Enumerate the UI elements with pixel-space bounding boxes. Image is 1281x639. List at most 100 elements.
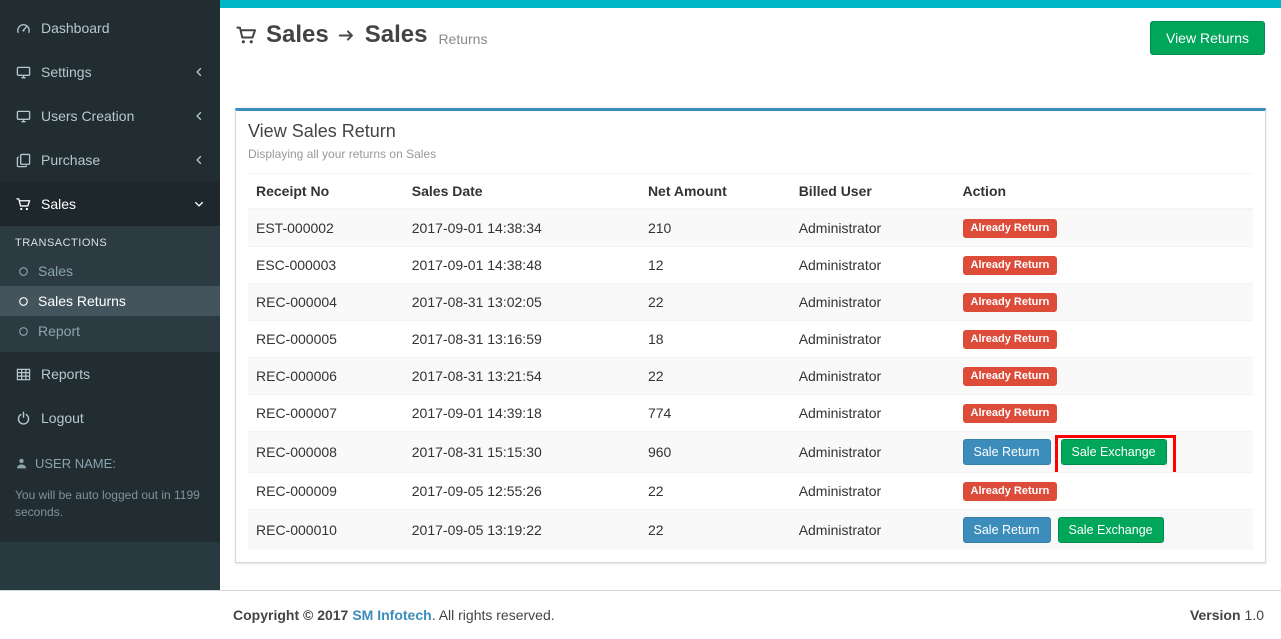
cell-action: Already Return: [954, 394, 1253, 432]
cell-action: Sale Return Sale Exchange: [954, 431, 1253, 473]
column-header-sales-date: Sales Date: [403, 173, 640, 210]
submenu-item-label: Sales Returns: [38, 293, 126, 309]
cell-receipt-no: REC-000007: [248, 394, 404, 432]
already-return-badge: Already Return: [962, 404, 1058, 423]
user-icon: [15, 457, 28, 470]
sale-return-button[interactable]: Sale Return: [962, 439, 1051, 465]
sales-return-card: View Sales Return Displaying all your re…: [235, 108, 1266, 563]
cell-action: Already Return: [954, 283, 1253, 321]
desktop-icon: [15, 65, 31, 80]
submenu-item-sales[interactable]: Sales: [0, 256, 220, 286]
cell-billed-user: Administrator: [790, 394, 955, 432]
sidebar-item-label: Dashboard: [41, 20, 110, 36]
submenu-item-label: Report: [38, 323, 81, 339]
cell-billed-user: Administrator: [790, 283, 955, 321]
cell-action: Already Return: [954, 472, 1253, 510]
cell-receipt-no: REC-000010: [248, 509, 404, 550]
sidebar-item-label: Purchase: [41, 152, 101, 168]
cell-receipt-no: ESC-000003: [248, 246, 404, 284]
table-body: EST-000002 2017-09-01 14:38:34 210 Administ…: [248, 208, 1253, 550]
sale-exchange-button[interactable]: Sale Exchange: [1057, 517, 1164, 543]
table-row: REC-000007 2017-09-01 14:39:18 774 Administ…: [248, 394, 1253, 432]
cell-receipt-no: REC-000009: [248, 472, 404, 510]
sidebar-item-sales[interactable]: Sales: [0, 182, 220, 226]
sidebar-item-settings[interactable]: Settings: [0, 50, 220, 94]
breadcrumb-page: Sales: [364, 21, 428, 48]
submenu-item-report[interactable]: Report: [0, 316, 220, 346]
sale-exchange-button[interactable]: Sale Exchange: [1060, 439, 1167, 465]
chevron-left-icon: [193, 66, 205, 78]
view-returns-button[interactable]: View Returns: [1149, 21, 1265, 55]
breadcrumb-sub: Returns: [438, 30, 488, 47]
table-row: ESC-000003 2017-09-01 14:38:48 12 Administr…: [248, 246, 1253, 284]
company-link[interactable]: SM Infotech: [352, 607, 432, 623]
sidebar-item-users-creation[interactable]: Users Creation: [0, 94, 220, 138]
chevron-left-icon: [193, 110, 205, 122]
circle-icon: [18, 326, 29, 337]
card-subtitle: Displaying all your returns on Sales: [248, 147, 437, 161]
circle-icon: [18, 266, 29, 277]
sidebar-item-label: Settings: [41, 64, 92, 80]
version-text: Version 1.0: [1189, 607, 1264, 623]
cell-sales-date: 2017-09-05 12:55:26: [403, 472, 640, 510]
auto-logout-notice: You will be auto logged out in 1199 seco…: [15, 488, 200, 520]
cell-action: Already Return: [954, 208, 1253, 247]
sidebar: Dashboard Settings Users Creation: [0, 0, 220, 590]
table-row: REC-000010 2017-09-05 13:19:22 22 Administr…: [248, 509, 1253, 550]
cell-net-amount: 960: [639, 431, 791, 473]
cell-receipt-no: REC-000006: [248, 357, 404, 395]
cell-sales-date: 2017-09-01 14:38:48: [403, 246, 640, 284]
cell-receipt-no: REC-000008: [248, 431, 404, 473]
already-return-badge: Already Return: [962, 219, 1058, 238]
sidebar-item-dashboard[interactable]: Dashboard: [0, 6, 220, 50]
column-header-action: Action: [954, 173, 1253, 210]
cell-net-amount: 22: [639, 472, 791, 510]
table-header-row: Receipt No Sales Date Net Amount Billed …: [248, 173, 1253, 210]
chevron-left-icon: [193, 154, 205, 166]
submenu-item-label: Sales: [38, 263, 74, 279]
table-row: REC-000005 2017-08-31 13:16:59 18 Administr…: [248, 320, 1253, 358]
card-body: Receipt No Sales Date Net Amount Billed …: [236, 165, 1265, 562]
transactions-header: TRANSACTIONS: [15, 237, 108, 249]
column-header-billed-user: Billed User: [790, 173, 955, 210]
cell-action: Sale Return Sale Exchange: [954, 509, 1253, 550]
sidebar-item-logout[interactable]: Logout: [0, 396, 220, 440]
chevron-down-icon: [193, 198, 205, 210]
sidebar-item-label: Sales: [41, 196, 77, 212]
sidebar-item-label: Logout: [41, 410, 84, 426]
power-icon: [15, 411, 31, 426]
files-icon: [15, 153, 31, 168]
cell-sales-date: 2017-08-31 13:16:59: [403, 320, 640, 358]
cell-net-amount: 210: [639, 208, 791, 247]
user-name-label: USER NAME:: [35, 456, 116, 471]
already-return-badge: Already Return: [962, 330, 1058, 349]
cell-sales-date: 2017-09-01 14:38:34: [403, 208, 640, 247]
cell-billed-user: Administrator: [790, 246, 955, 284]
sale-return-button[interactable]: Sale Return: [962, 517, 1051, 543]
already-return-badge: Already Return: [962, 367, 1058, 386]
sidebar-item-reports[interactable]: Reports: [0, 352, 220, 396]
sidebar-item-purchase[interactable]: Purchase: [0, 138, 220, 182]
cell-net-amount: 12: [639, 246, 791, 284]
cell-billed-user: Administrator: [790, 472, 955, 510]
content-body: View Sales Return Displaying all your re…: [220, 66, 1281, 563]
already-return-badge: Already Return: [962, 256, 1058, 275]
card-title: View Sales Return: [248, 121, 396, 141]
cart-icon: [236, 25, 257, 46]
cell-receipt-no: EST-000002: [248, 208, 404, 247]
sidebar-user-block: USER NAME: You will be auto logged out i…: [0, 440, 220, 532]
cell-billed-user: Administrator: [790, 357, 955, 395]
sales-submenu: TRANSACTIONS Sales Sales Returns: [0, 226, 220, 352]
table-row: REC-000004 2017-08-31 13:02:05 22 Administr…: [248, 283, 1253, 321]
breadcrumb-section: Sales: [266, 21, 329, 48]
circle-icon: [18, 296, 29, 307]
cell-sales-date: 2017-08-31 13:02:05: [403, 283, 640, 321]
table-row: EST-000002 2017-09-01 14:38:34 210 Administ…: [248, 208, 1253, 247]
main-content: Sales Sales Returns View Returns View Sa…: [220, 0, 1281, 590]
cell-receipt-no: REC-000004: [248, 283, 404, 321]
submenu-item-sales-returns[interactable]: Sales Returns: [0, 286, 220, 316]
content-header: Sales Sales Returns View Returns: [220, 8, 1281, 66]
sidebar-nav: Dashboard Settings Users Creation: [0, 0, 220, 440]
cell-action: Already Return: [954, 246, 1253, 284]
